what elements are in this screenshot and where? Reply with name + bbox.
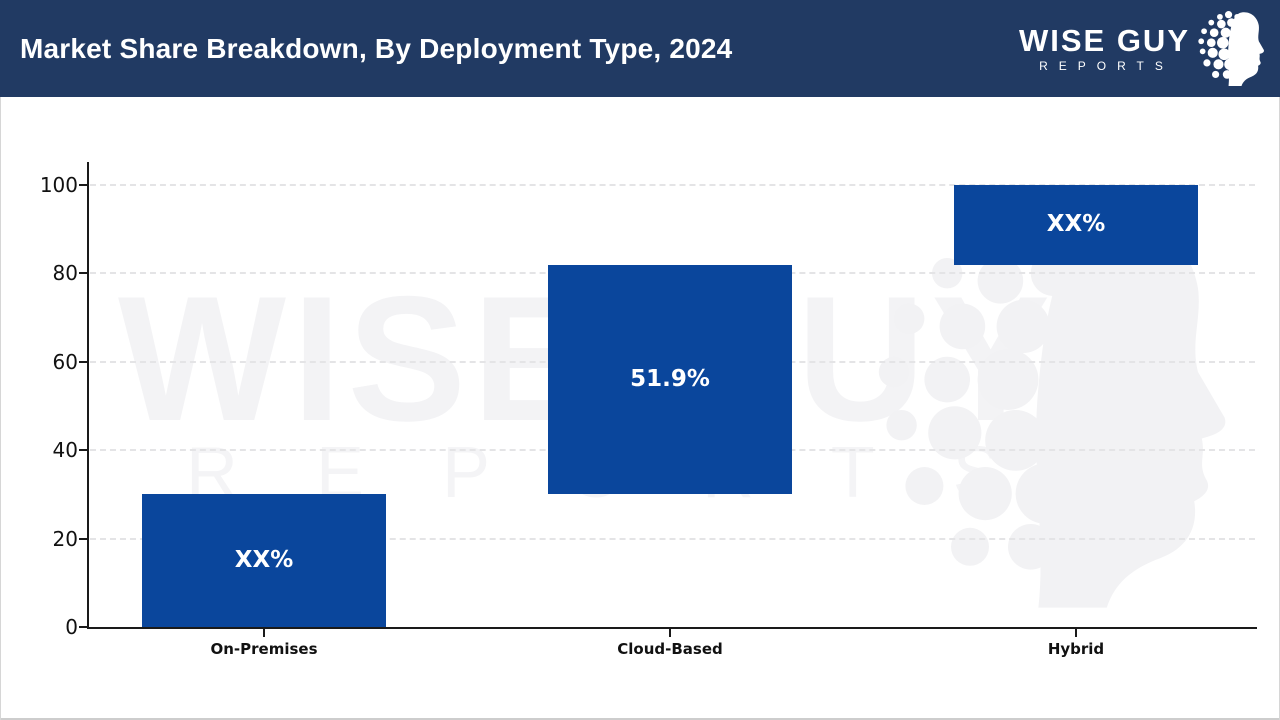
bottom-border-line bbox=[0, 718, 1280, 720]
bar-segment bbox=[954, 185, 1198, 265]
gridline bbox=[90, 537, 1255, 540]
y-tick-mark bbox=[79, 449, 87, 452]
x-tick-mark bbox=[1075, 629, 1077, 637]
y-tick-label: 40 bbox=[52, 438, 78, 463]
x-tick-label: Hybrid bbox=[1047, 640, 1105, 658]
y-tick-label: 60 bbox=[52, 349, 78, 374]
y-tick-mark bbox=[79, 626, 87, 628]
logo-face-icon bbox=[1198, 11, 1264, 86]
left-border-line bbox=[0, 97, 1, 720]
bar-value-label: XX% bbox=[1046, 211, 1106, 237]
x-axis-line bbox=[87, 627, 1257, 629]
y-tick-mark bbox=[79, 360, 87, 363]
y-tick-label: 20 bbox=[52, 526, 78, 551]
bar-segment bbox=[142, 494, 386, 627]
watermark-face-icon bbox=[878, 212, 1226, 608]
x-tick-label: Cloud-Based bbox=[617, 640, 723, 658]
y-tick-label: 80 bbox=[52, 261, 78, 286]
y-tick-mark bbox=[79, 272, 87, 275]
y-tick-label: 100 bbox=[39, 173, 78, 197]
logo-subtitle: REPORTS bbox=[1039, 59, 1174, 73]
x-tick-mark bbox=[263, 629, 265, 637]
logo-wordmark: WISE GUY bbox=[1018, 23, 1190, 58]
gridline bbox=[90, 184, 1255, 186]
header-bar: Market Share Breakdown, By Deployment Ty… bbox=[0, 0, 1280, 97]
x-tick-mark bbox=[669, 629, 671, 637]
wise-guy-logo: WISE GUY REPORTS bbox=[1019, 11, 1280, 86]
bar-value-label: 51.9% bbox=[630, 365, 710, 392]
logo-text: WISE GUY REPORTS bbox=[1019, 25, 1190, 72]
bar-value-label: XX% bbox=[234, 546, 294, 573]
y-axis-line bbox=[87, 162, 89, 629]
x-tick-label: On-Premises bbox=[210, 640, 318, 658]
page-title: Market Share Breakdown, By Deployment Ty… bbox=[20, 32, 733, 64]
y-tick-label: 0 bbox=[65, 615, 78, 639]
y-tick-mark bbox=[79, 184, 87, 186]
bar-segment bbox=[548, 265, 792, 495]
y-tick-mark bbox=[79, 537, 87, 540]
